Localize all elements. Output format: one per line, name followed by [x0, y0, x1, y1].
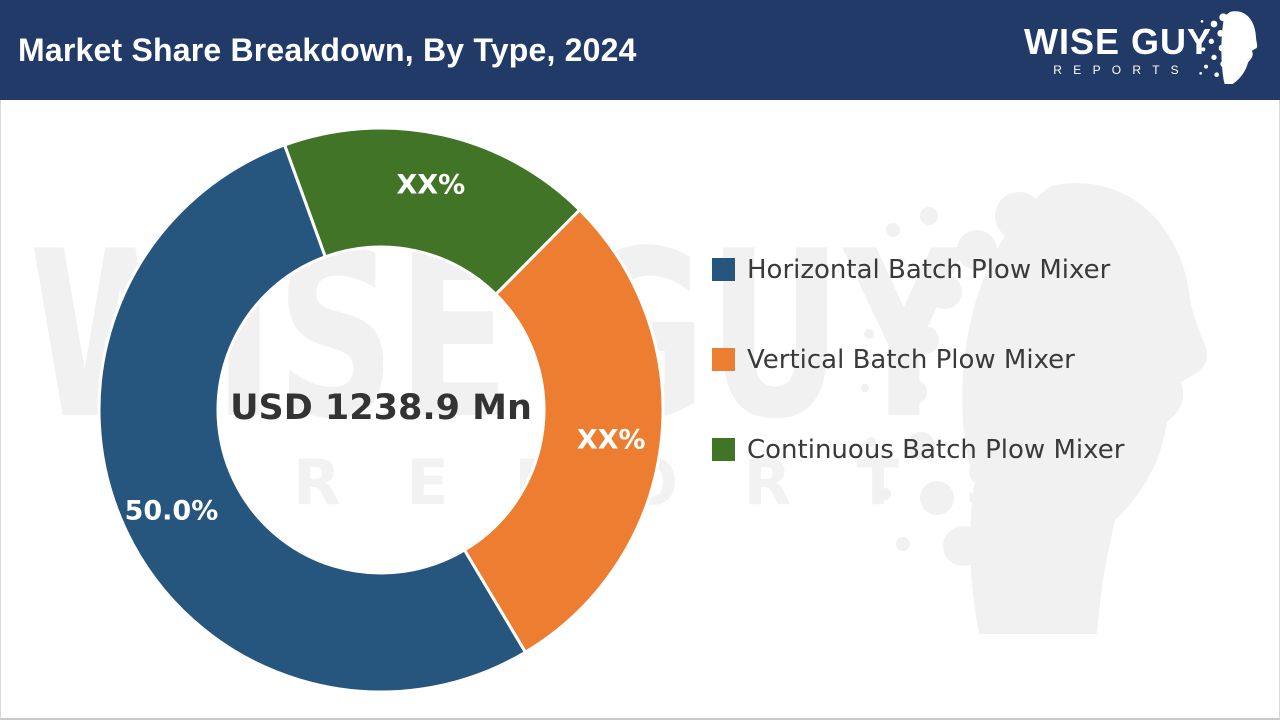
- chart-area: WISE GUY R E P O R T S XX% X: [0, 100, 1280, 720]
- legend: Horizontal Batch Plow Mixer Vertical Batc…: [712, 252, 1124, 467]
- donut-chart: XX% XX% 50.0%: [97, 126, 665, 694]
- legend-swatch: [712, 438, 735, 461]
- legend-swatch: [712, 258, 735, 281]
- segment-label: 50.0%: [125, 496, 219, 527]
- legend-label: Continuous Batch Plow Mixer: [747, 434, 1125, 465]
- logo-text: WISE GUY R E P O R T S: [1023, 20, 1212, 77]
- legend-label: Horizontal Batch Plow Mixer: [747, 254, 1111, 285]
- segment-label: XX%: [577, 424, 646, 455]
- donut-segment-continuous-batch-plow-mixer: [283, 126, 582, 296]
- page-title: Market Share Breakdown, By Type, 2024: [18, 31, 637, 68]
- logo-subtext: R E P O R T S: [1053, 62, 1183, 77]
- legend-item: Continuous Batch Plow Mixer: [712, 432, 1124, 467]
- donut-segment-horizontal-batch-plow-mixer: [97, 143, 527, 694]
- legend-item: Vertical Batch Plow Mixer: [712, 342, 1124, 377]
- donut-segment-vertical-batch-plow-mixer: [462, 208, 665, 654]
- logo-face-icon: [1199, 11, 1258, 84]
- logo-wordmark: WISE GUY: [1023, 20, 1212, 62]
- header-bar: Market Share Breakdown, By Type, 2024 WI…: [0, 0, 1280, 100]
- legend-item: Horizontal Batch Plow Mixer: [712, 252, 1124, 287]
- segment-label: XX%: [396, 169, 465, 200]
- legend-label: Vertical Batch Plow Mixer: [747, 344, 1075, 375]
- brand-logo: WISE GUY R E P O R T S: [1024, 8, 1258, 92]
- donut-center-value: USD 1238.9 Mn: [230, 388, 532, 428]
- legend-swatch: [712, 348, 735, 371]
